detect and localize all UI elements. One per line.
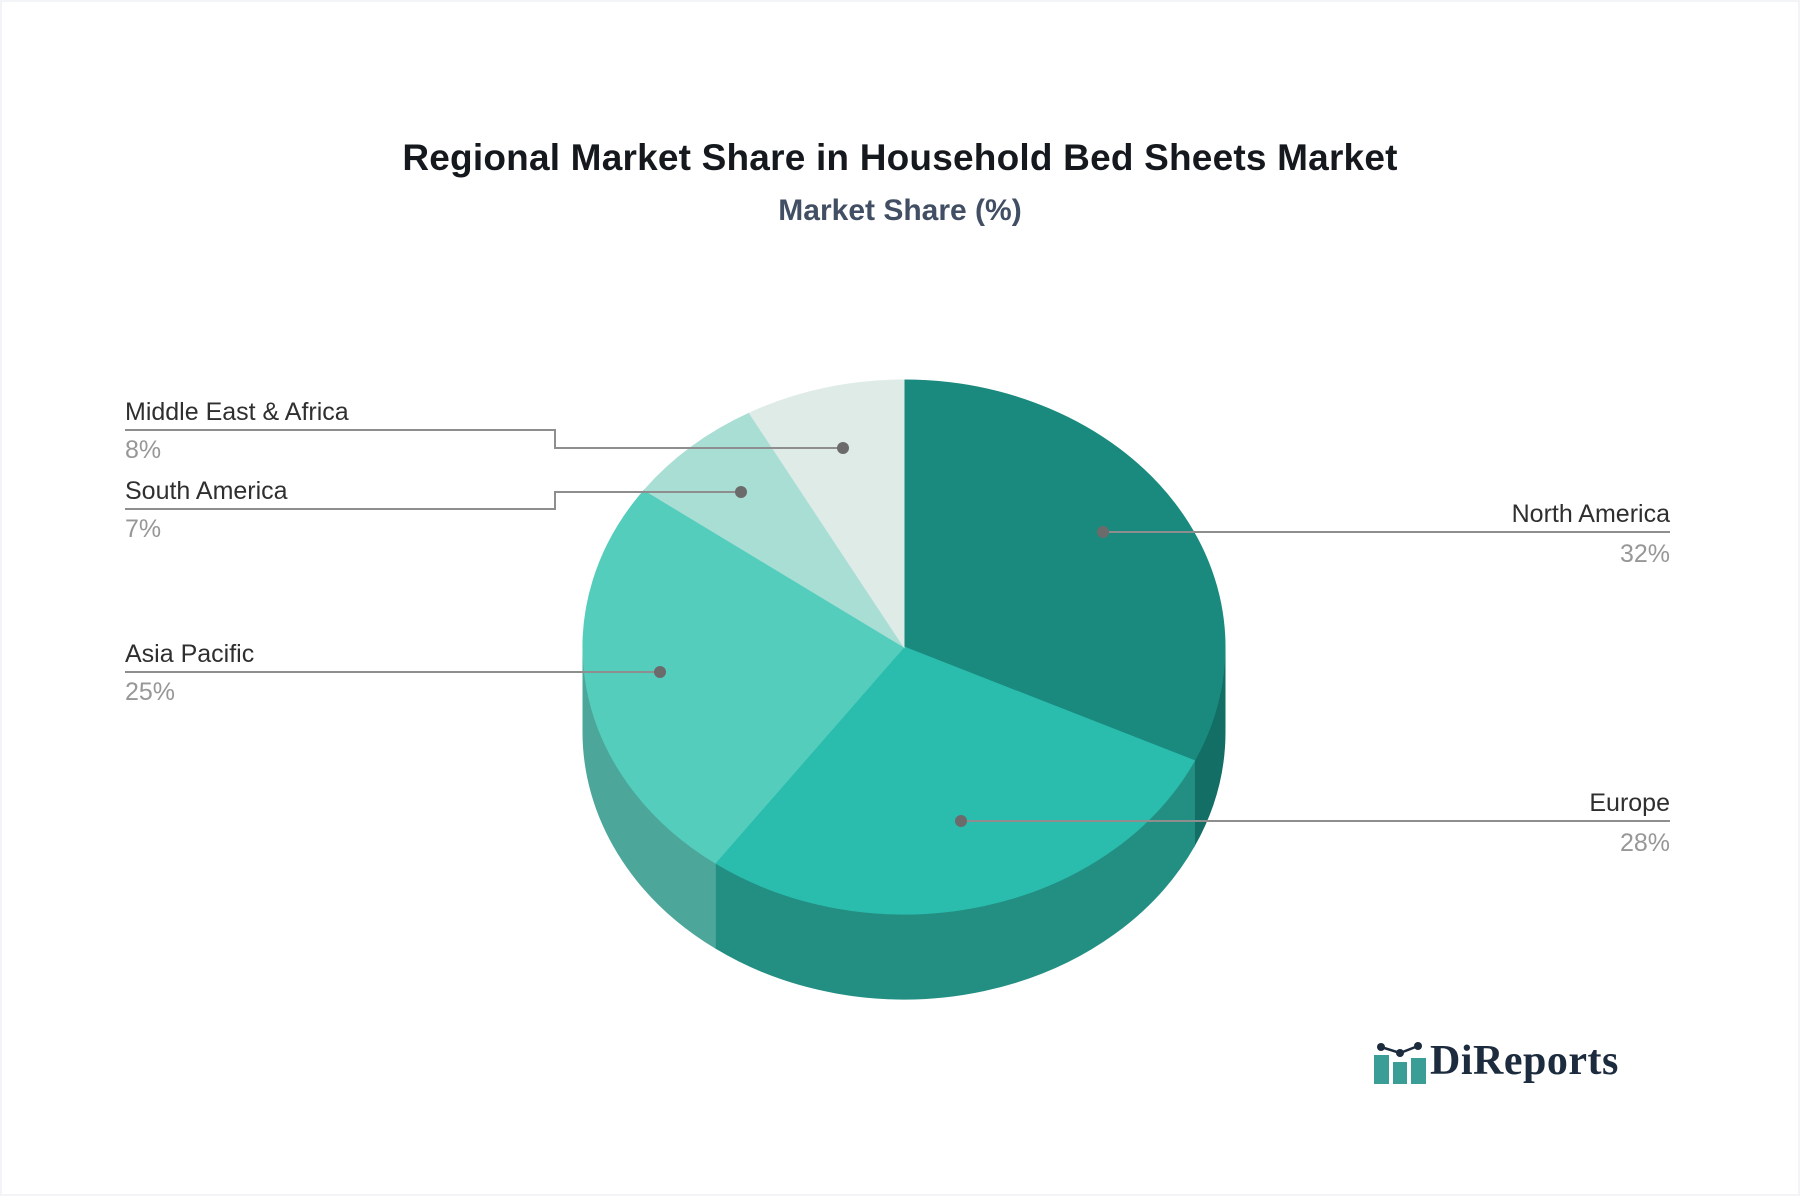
callout-label-north-america: North America bbox=[1511, 500, 1670, 528]
callout-value-europe: 28% bbox=[1619, 829, 1670, 857]
callout-dot-north-america bbox=[1097, 526, 1109, 538]
callout-dot-middle-east-africa bbox=[837, 442, 849, 454]
callout-dot-europe bbox=[955, 815, 967, 827]
callout-value-south-america: 7% bbox=[125, 515, 162, 543]
chart-title: Regional Market Share in Household Bed S… bbox=[402, 137, 1398, 178]
pie-slice-south-america bbox=[643, 412, 905, 648]
pie-slice-asia-pacific bbox=[582, 489, 905, 864]
chart-subtitle: Market Share (%) bbox=[778, 194, 1022, 227]
leader-line-south-america bbox=[125, 491, 741, 510]
callout-label-middle-east-africa: Middle East & Africa bbox=[125, 398, 349, 426]
leader-line-middle-east-africa bbox=[125, 429, 843, 449]
callout-value-north-america: 32% bbox=[1619, 540, 1670, 568]
pie-slice-north-america bbox=[903, 379, 1226, 762]
callout-label-asia-pacific: Asia Pacific bbox=[125, 640, 255, 668]
pie-slice-europe bbox=[714, 646, 1196, 915]
callout-dot-south-america bbox=[735, 486, 747, 498]
callout-dot-asia-pacific bbox=[654, 666, 666, 678]
callout-dots bbox=[654, 442, 1109, 827]
callout-label-europe: Europe bbox=[1589, 789, 1670, 817]
callout-value-middle-east-africa: 8% bbox=[125, 436, 162, 464]
callout-label-south-america: South America bbox=[125, 477, 288, 505]
pie-top-slices bbox=[582, 379, 1226, 915]
callout-value-asia-pacific: 25% bbox=[125, 678, 176, 706]
brand-logo: DiReports bbox=[1374, 1038, 1619, 1100]
pie-slice-middle-east-africa bbox=[748, 379, 905, 649]
callout-leader-lines bbox=[125, 429, 1670, 822]
bar-line-chart-icon bbox=[1374, 1042, 1426, 1084]
brand-name: DiReports bbox=[1430, 1038, 1619, 1084]
